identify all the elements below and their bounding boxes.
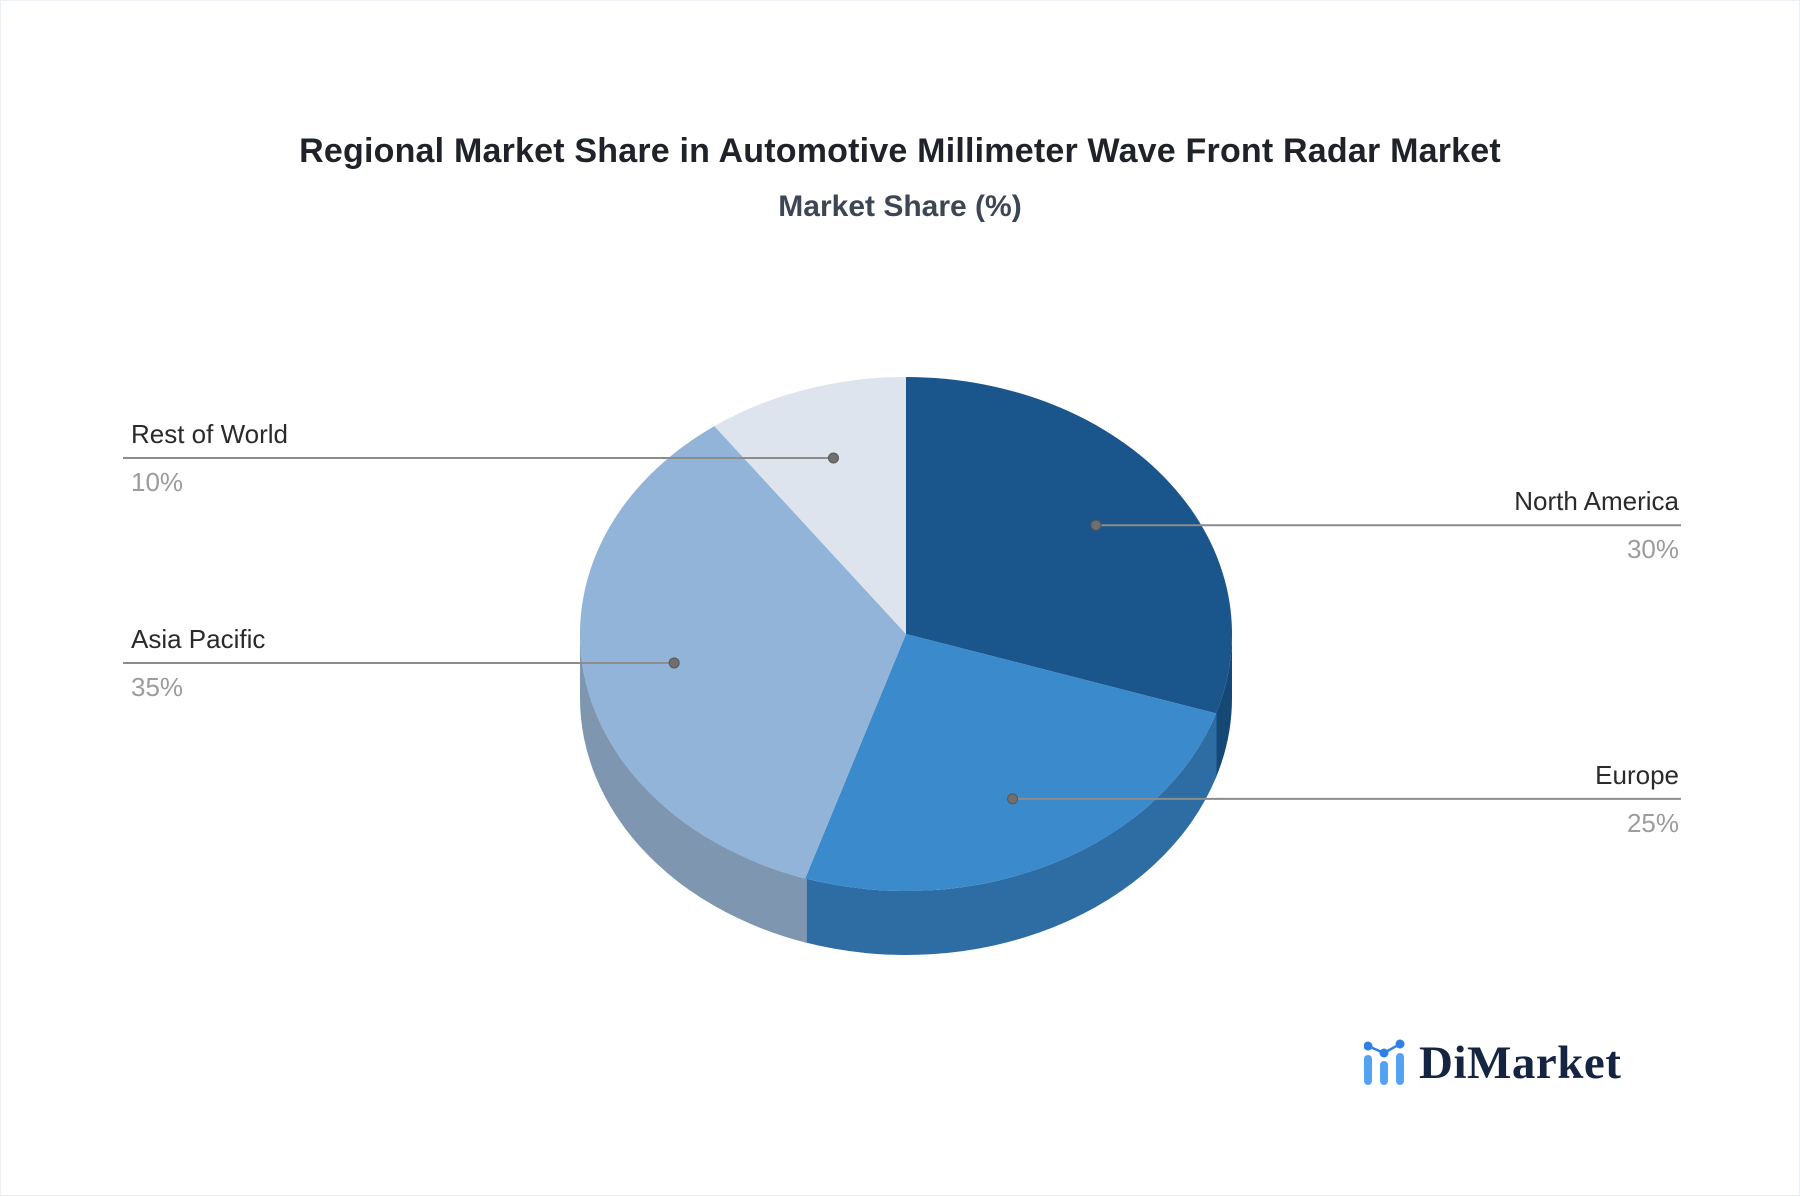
callout-value-north-america: 30% [1626, 534, 1679, 565]
brand-logo: DiMarket [1364, 1036, 1622, 1089]
brand-name: DiMarket [1419, 1036, 1622, 1089]
chart-title: Regional Market Share in Automotive Mill… [299, 132, 1501, 170]
logo-dot-middle [1379, 1048, 1389, 1058]
pie-slice-side-asia-pacific [580, 632, 807, 943]
pie-slice-asia-pacific [579, 426, 906, 879]
logo-dot-right [1395, 1039, 1405, 1049]
callout-dot-asia-pacific [668, 657, 680, 669]
callout-value-rest-of-world: 10% [131, 467, 184, 498]
pie-slice-rest-of-world [714, 377, 906, 634]
pie-slice-side-north-america [1215, 632, 1232, 779]
logo-bar-left [1364, 1055, 1372, 1085]
logo-bar-right [1396, 1053, 1404, 1085]
callout-value-asia-pacific: 35% [131, 671, 184, 702]
pie-slice-side-europe [803, 712, 1217, 955]
bar-chart-trend-icon [1364, 1039, 1405, 1085]
callout-dot-north-america [1090, 519, 1102, 531]
logo-bar-middle [1380, 1061, 1388, 1085]
callout-label-rest-of-world: Rest of World [131, 419, 289, 450]
callout-label-asia-pacific: Asia Pacific [131, 623, 266, 654]
chart-subtitle: Market Share (%) [778, 190, 1022, 223]
pie-slice-north-america [906, 377, 1233, 714]
logo-dot-left [1364, 1041, 1373, 1051]
pie-slice-europe [805, 634, 1217, 892]
callout-label-europe: Europe [1595, 759, 1679, 790]
callout-label-north-america: North America [1514, 486, 1679, 517]
callout-dot-rest-of-world [827, 452, 839, 464]
callout-value-europe: 25% [1626, 807, 1679, 838]
callout-dot-europe [1007, 793, 1019, 805]
